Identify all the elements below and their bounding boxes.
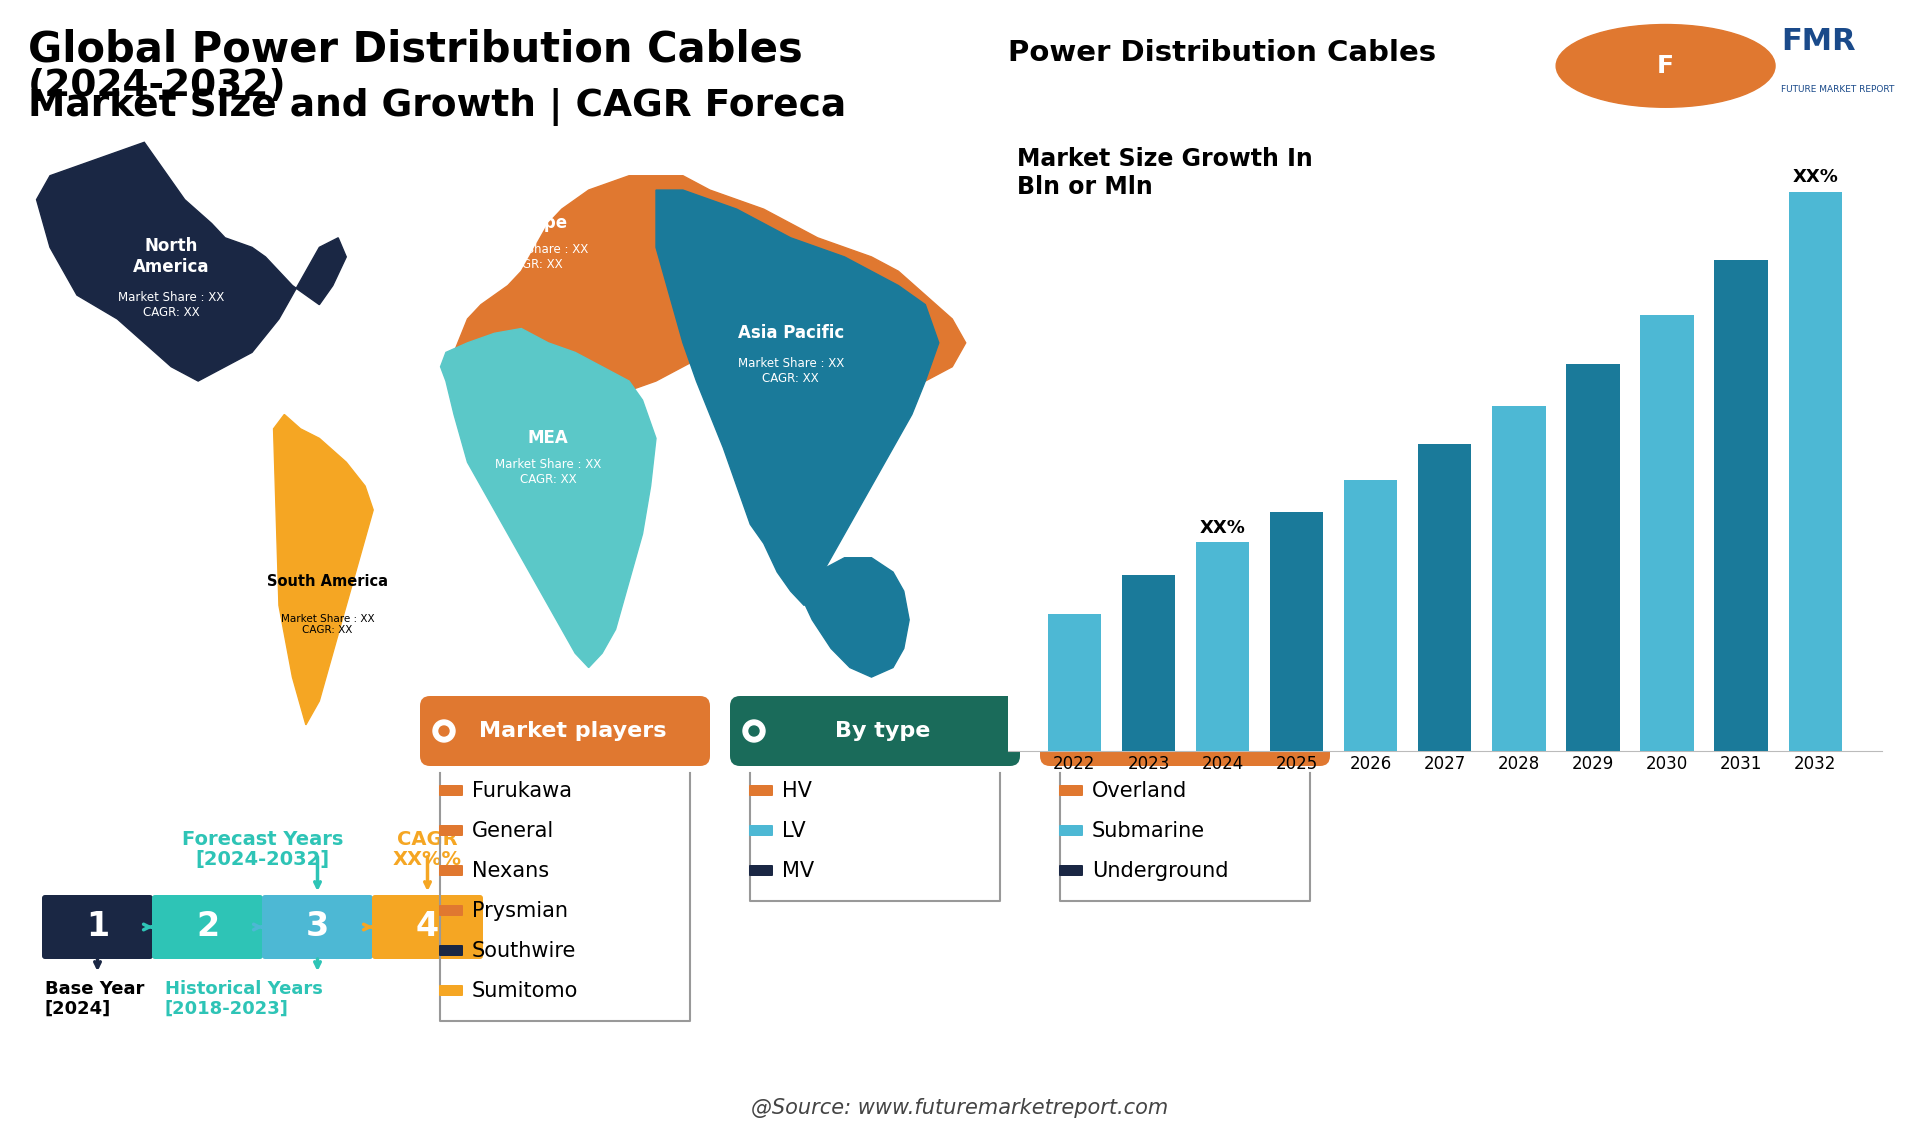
Text: Underground: Underground [1092,861,1229,881]
Bar [1269,512,1323,751]
Text: Global Power Distribution Cables: Global Power Distribution Cables [29,28,803,70]
FancyBboxPatch shape [730,696,1020,766]
Polygon shape [657,190,939,605]
Text: Sumitomo: Sumitomo [472,981,578,1000]
Bar [1196,542,1250,751]
FancyBboxPatch shape [1060,865,1083,876]
Text: Market Share : XX
CAGR: XX: Market Share : XX CAGR: XX [117,291,225,319]
FancyBboxPatch shape [372,895,484,959]
Polygon shape [440,329,657,667]
Text: 2: 2 [196,911,219,943]
Text: HV: HV [781,782,812,801]
Circle shape [749,727,758,736]
FancyBboxPatch shape [440,945,463,956]
FancyBboxPatch shape [1060,785,1083,796]
Bar [1640,315,1693,751]
Polygon shape [799,558,910,677]
Text: By application: By application [1104,721,1283,741]
Text: Market Size Growth In
Bln or Mln: Market Size Growth In Bln or Mln [1018,147,1313,199]
FancyBboxPatch shape [440,825,463,835]
Bar [1048,614,1100,751]
Text: Power Distribution Cables: Power Distribution Cables [1008,39,1436,66]
Text: Europe: Europe [501,214,568,233]
Text: North
America: North America [132,237,209,276]
Text: Nexans: Nexans [472,861,549,881]
FancyBboxPatch shape [1041,696,1331,766]
FancyBboxPatch shape [440,986,463,996]
Text: MV: MV [781,861,814,881]
Text: @Source: www.futuremarketreport.com: @Source: www.futuremarketreport.com [751,1098,1169,1118]
Text: Prysmian: Prysmian [472,901,568,921]
Text: Southwire: Southwire [472,941,576,961]
Text: South America: South America [267,574,388,589]
Text: 4: 4 [417,911,440,943]
Text: By type: By type [835,721,931,741]
Text: LV: LV [781,821,806,841]
Text: Market Share : XX
CAGR: XX: Market Share : XX CAGR: XX [280,614,374,635]
Text: Historical Years: Historical Years [165,980,323,998]
Bar [1492,406,1546,751]
FancyBboxPatch shape [1060,825,1083,835]
Text: 3: 3 [305,911,328,943]
FancyBboxPatch shape [749,785,774,796]
FancyBboxPatch shape [420,696,710,766]
Text: F: F [1657,54,1674,78]
FancyBboxPatch shape [152,895,263,959]
Text: Market Share : XX
CAGR: XX: Market Share : XX CAGR: XX [482,243,588,270]
Circle shape [434,720,455,741]
Circle shape [1052,720,1075,741]
FancyBboxPatch shape [749,825,774,835]
Text: Market Share : XX
CAGR: XX: Market Share : XX CAGR: XX [495,457,601,486]
Text: Market Size and Growth | CAGR Foreca: Market Size and Growth | CAGR Foreca [29,88,847,126]
FancyBboxPatch shape [440,905,463,916]
Text: Market players: Market players [480,721,666,741]
Circle shape [743,720,764,741]
Bar [1567,364,1620,751]
Text: General: General [472,821,555,841]
Text: [2018-2023]: [2018-2023] [165,1000,288,1018]
Bar [1789,191,1841,751]
Bar [1344,479,1398,751]
FancyBboxPatch shape [749,865,774,876]
Text: FUTURE MARKET REPORT: FUTURE MARKET REPORT [1782,85,1895,94]
Text: Asia Pacific: Asia Pacific [737,324,843,343]
Text: CAGR: CAGR [397,830,457,849]
Bar [1121,575,1175,751]
Text: Furukawa: Furukawa [472,782,572,801]
Text: [2024]: [2024] [44,1000,111,1018]
Bar [1419,444,1471,751]
Text: Forecast Years: Forecast Years [182,830,344,849]
Text: (2024-2032): (2024-2032) [29,68,286,104]
FancyBboxPatch shape [440,785,463,796]
Circle shape [1555,24,1774,108]
Text: FMR: FMR [1782,28,1855,56]
Circle shape [1060,727,1069,736]
Text: XX%: XX% [1791,168,1837,187]
FancyBboxPatch shape [440,865,463,876]
Polygon shape [273,415,372,725]
Text: [2024-2032]: [2024-2032] [196,850,330,869]
Text: Submarine: Submarine [1092,821,1206,841]
Circle shape [440,727,449,736]
Text: XX%%: XX%% [394,850,463,869]
Text: MEA: MEA [528,430,568,447]
FancyBboxPatch shape [261,895,372,959]
Polygon shape [453,175,966,429]
FancyBboxPatch shape [42,895,154,959]
Text: Market Share : XX
CAGR: XX: Market Share : XX CAGR: XX [737,358,843,385]
Text: XX%: XX% [1200,519,1246,537]
Text: Overland: Overland [1092,782,1187,801]
Text: 1: 1 [86,911,109,943]
Polygon shape [36,142,346,380]
Bar [1715,260,1768,751]
Text: Base Year: Base Year [44,980,144,998]
